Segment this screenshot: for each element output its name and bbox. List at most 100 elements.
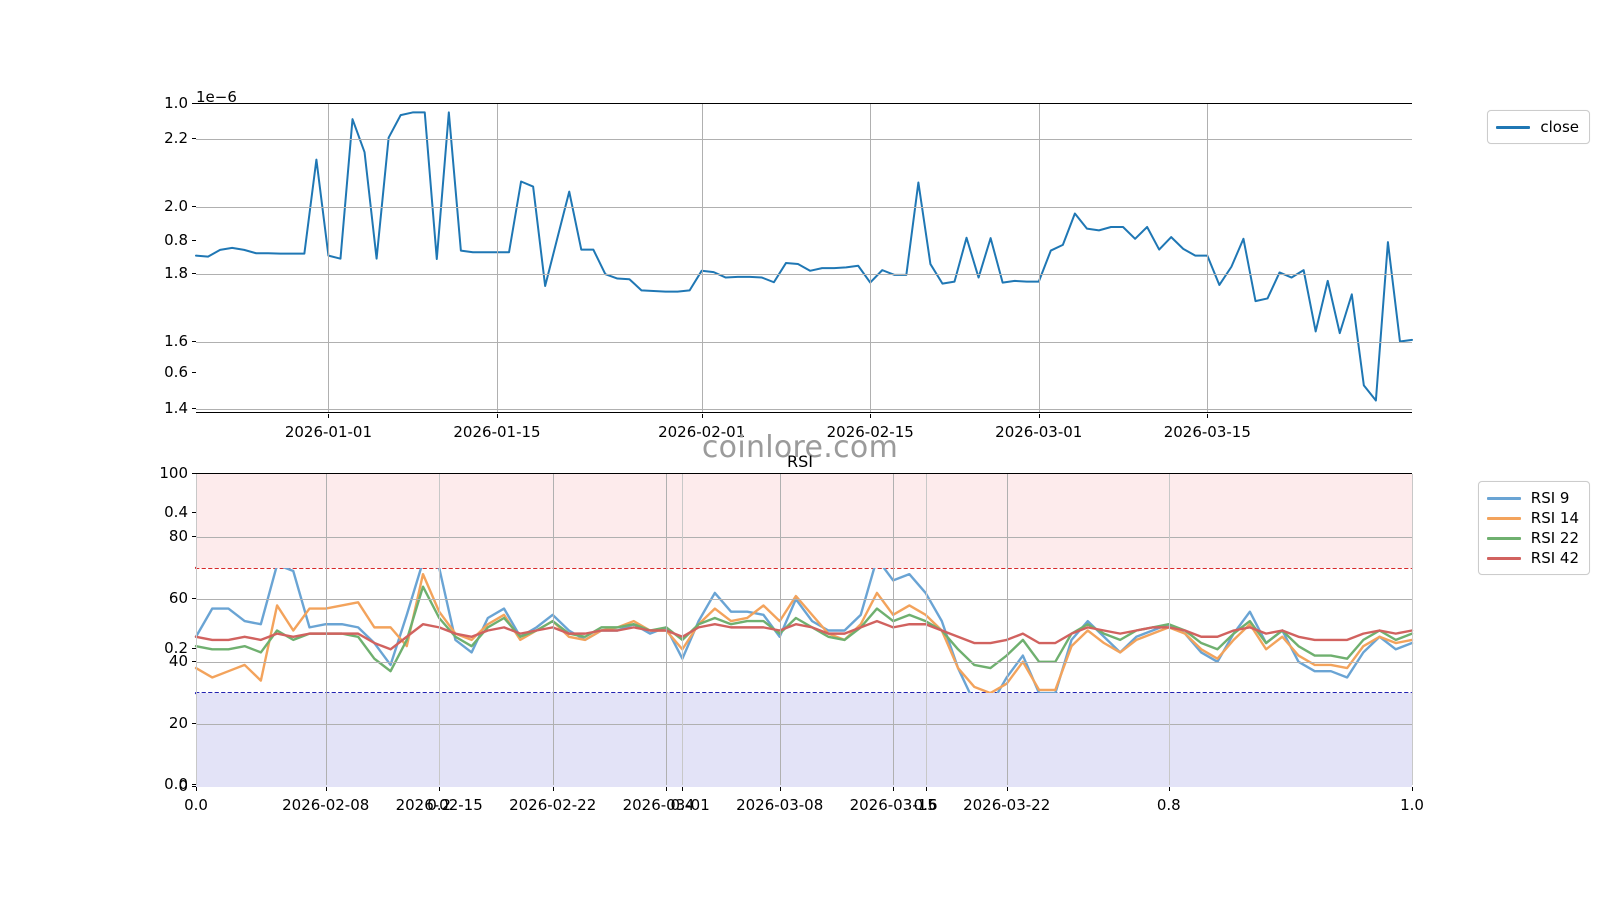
price-x-tick-mark [701, 414, 703, 418]
rsi-gridline-v-overlay [1168, 474, 1170, 785]
rsi-gridline-h [196, 724, 1412, 726]
rsi-legend-label: RSI 42 [1530, 549, 1579, 567]
rsi-y-tick-mark-overlay [192, 784, 196, 785]
rsi-gridline-v-overlay [925, 474, 927, 785]
price-gridline-v [1038, 104, 1040, 412]
price-y-tick-label: 2.2 [164, 129, 188, 148]
price-x-tick-label: 2026-01-15 [453, 423, 541, 441]
rsi-gridline-v-overlay [682, 474, 684, 785]
price-x-tick-mark [496, 414, 498, 418]
rsi-legend-item[interactable]: RSI 22 [1486, 528, 1579, 548]
price-x-tick-label: 2026-01-01 [284, 423, 373, 441]
price-y-tick-label-overlay: 0.8 [164, 231, 188, 249]
rsi-y-tick-label-overlay: 0.2 [164, 639, 188, 657]
rsi-x-tick-label: 2026-02-22 [509, 796, 597, 814]
rsi-x-tick-mark-overlay [1412, 787, 1413, 791]
rsi-gridline-v [893, 474, 895, 785]
price-y-tick-label: 1.6 [164, 331, 188, 350]
rsi-gridline-v-overlay [1412, 474, 1413, 785]
rsi-legend-item[interactable]: RSI 42 [1486, 548, 1579, 568]
price-x-tick-label: 2026-02-15 [826, 423, 914, 441]
price-y-tick-mark [192, 340, 196, 342]
price-x-tick-mark [1207, 414, 1209, 418]
price-legend[interactable]: close [1487, 110, 1590, 144]
rsi-x-tick-label: 2026-03-01 [622, 796, 710, 814]
y-axis-offset-text: 1e−6 [196, 88, 237, 106]
rsi-x-tick-mark-overlay [439, 787, 441, 791]
rsi-gridline-v [779, 474, 781, 785]
rsi-y-tick-mark-overlay [192, 648, 196, 649]
price-gridline-h [196, 408, 1412, 410]
rsi-x-tick-mark [1006, 787, 1008, 791]
price-y-tick-label-overlay: 1.0 [164, 94, 188, 112]
rsi-x-tick-mark [552, 787, 554, 791]
rsi-x-tick-mark-overlay [682, 787, 684, 791]
rsi-y-tick-label-overlay: 0.4 [164, 503, 188, 521]
rsi-plot-area [194, 473, 1414, 787]
legend-line-swatch-icon [1486, 556, 1521, 560]
rsi-x-tick-label-overlay: 0.2 [427, 796, 452, 814]
rsi-y-tick-label: 100 [159, 464, 188, 482]
price-legend-item[interactable]: close [1496, 117, 1579, 137]
price-y-tick-mark-overlay [192, 372, 196, 373]
rsi-x-tick-label: 2026-02-15 [395, 796, 483, 814]
rsi-y-tick-label: 80 [168, 526, 188, 545]
legend-line-swatch-icon [1486, 516, 1521, 520]
rsi-oversold-band [196, 693, 1412, 787]
rsi-gridline-v-overlay [439, 474, 441, 785]
price-x-tick-mark [1038, 414, 1040, 418]
rsi-y-tick-label: 0 [178, 777, 188, 795]
price-y-tick-label: 1.8 [164, 264, 188, 283]
rsi-x-tick-label: 2026-03-15 [849, 796, 937, 814]
rsi-title: RSI [787, 452, 813, 471]
rsi-x-tick-label-overlay: 0.6 [913, 796, 938, 814]
rsi-overbought-band [196, 474, 1412, 568]
rsi-legend-item[interactable]: RSI 14 [1486, 508, 1579, 528]
price-line-svg [195, 111, 1413, 402]
rsi-gridline-v-overlay [196, 474, 197, 785]
price-gridline-v [870, 104, 872, 412]
price-legend-label: close [1540, 118, 1579, 136]
price-y-tick-label: 2.0 [164, 196, 188, 215]
legend-line-swatch-icon [1486, 536, 1521, 540]
rsi-x-tick-mark [893, 787, 895, 791]
rsi-legend-label: RSI 22 [1530, 529, 1579, 547]
rsi-gridline-v [1006, 474, 1008, 785]
rsi-y-tick-mark [192, 473, 196, 474]
rsi-x-tick-mark [666, 787, 668, 791]
rsi-x-tick-mark [779, 787, 781, 791]
price-y-tick-mark [192, 273, 196, 275]
rsi-legend[interactable]: RSI 9 RSI 14 RSI 22 RSI 42 [1477, 481, 1590, 575]
rsi-y-tick-mark [192, 598, 196, 600]
price-gridline-v [328, 104, 330, 412]
rsi-x-tick-label-overlay: 1.0 [1400, 796, 1424, 814]
rsi-x-tick-label: 2026-03-08 [736, 796, 824, 814]
legend-line-swatch-icon [1486, 496, 1521, 500]
price-y-tick-mark [192, 205, 196, 207]
price-gridline-v [496, 104, 498, 412]
rsi-y-tick-mark [192, 660, 196, 662]
price-gridline-h [196, 274, 1412, 276]
rsi-x-tick-label: 2026-03-22 [963, 796, 1051, 814]
rsi-x-tick-label-overlay: 0.8 [1156, 796, 1181, 814]
price-y-tick-label: 1.4 [164, 398, 188, 417]
price-gridline-h [196, 139, 1412, 141]
price-gridline-h [196, 206, 1412, 208]
rsi-x-tick-label-overlay: 0.4 [670, 796, 695, 814]
price-y-tick-mark-overlay [192, 103, 196, 104]
rsi-x-tick-label: 2026-02-08 [282, 796, 370, 814]
rsi-y-tick-label-overlay: 0.0 [164, 775, 188, 793]
rsi-x-tick-mark [325, 787, 327, 791]
price-x-tick-label: 2026-03-01 [995, 423, 1083, 441]
price-y-tick-mark [192, 138, 196, 140]
rsi-y-tick-mark [192, 786, 196, 787]
rsi-y-tick-label: 40 [168, 651, 188, 670]
rsi-y-tick-mark [192, 723, 196, 725]
rsi-legend-label: RSI 9 [1530, 489, 1570, 507]
rsi-gridline-h [196, 536, 1412, 538]
rsi-y-tick-mark [192, 535, 196, 537]
rsi-x-tick-mark-overlay [1168, 787, 1170, 791]
rsi-legend-item[interactable]: RSI 9 [1486, 488, 1579, 508]
rsi-gridline-v [666, 474, 668, 785]
rsi-legend-label: RSI 14 [1530, 509, 1579, 527]
